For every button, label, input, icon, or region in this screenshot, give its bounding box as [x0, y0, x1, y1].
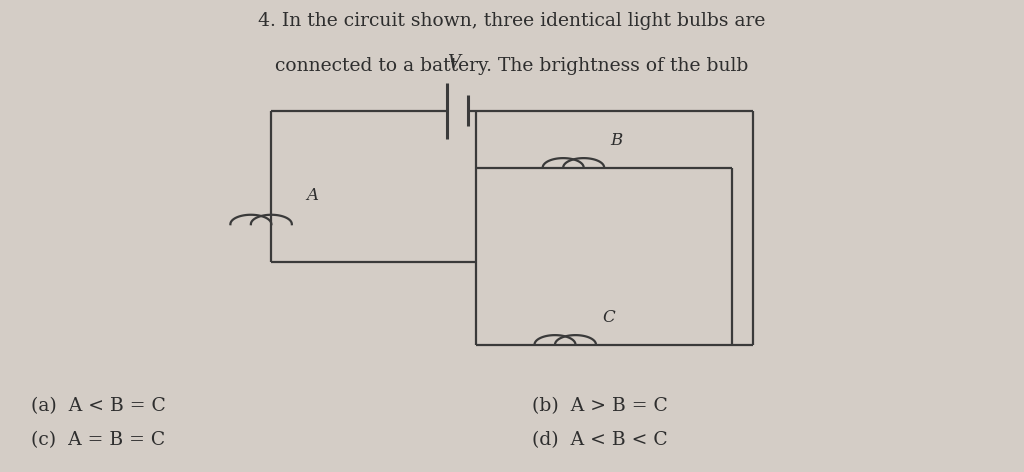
Text: V: V [447, 54, 460, 72]
Text: A: A [306, 187, 318, 204]
Text: 4. In the circuit shown, three identical light bulbs are: 4. In the circuit shown, three identical… [258, 12, 766, 30]
Text: B: B [610, 132, 623, 149]
Text: (a)  A < B = C: (a) A < B = C [31, 397, 166, 415]
Text: (d)  A < B < C: (d) A < B < C [532, 431, 669, 449]
Text: C: C [602, 309, 614, 326]
Text: (b)  A > B = C: (b) A > B = C [532, 397, 669, 415]
Text: (c)  A = B = C: (c) A = B = C [31, 431, 165, 449]
Text: connected to a battery. The brightness of the bulb: connected to a battery. The brightness o… [275, 57, 749, 75]
